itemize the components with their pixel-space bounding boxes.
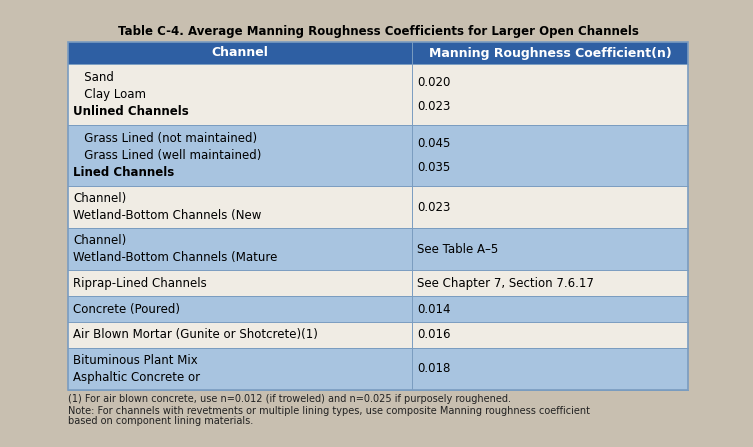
Text: 0.023: 0.023 (417, 100, 450, 113)
Bar (412, 348, 688, 390)
Text: (1) For air blown concrete, use n=0.012 (if troweled) and n=0.025 if purposely r: (1) For air blown concrete, use n=0.012 … (68, 395, 511, 405)
Text: Wetland-Bottom Channels (Mature: Wetland-Bottom Channels (Mature (73, 251, 277, 264)
Text: Unlined Channels: Unlined Channels (73, 105, 189, 118)
Bar (68, 64, 412, 125)
Text: Asphaltic Concrete or: Asphaltic Concrete or (73, 371, 200, 384)
Text: 0.035: 0.035 (417, 161, 450, 174)
Text: Lined Channels: Lined Channels (73, 166, 174, 179)
Bar (412, 228, 688, 270)
Text: Concrete (Poured): Concrete (Poured) (73, 303, 180, 316)
Text: 0.018: 0.018 (417, 363, 450, 375)
Text: Note: For channels with revetments or multiple lining types, use composite Manni: Note: For channels with revetments or mu… (68, 405, 590, 416)
Text: Wetland-Bottom Channels (New: Wetland-Bottom Channels (New (73, 209, 261, 222)
Bar (412, 125, 688, 186)
Bar (68, 228, 412, 270)
Text: Grass Lined (not maintained): Grass Lined (not maintained) (73, 131, 257, 144)
Bar (412, 186, 688, 228)
Bar (68, 296, 412, 322)
Bar (68, 125, 412, 186)
Bar (68, 348, 412, 390)
Text: Grass Lined (well maintained): Grass Lined (well maintained) (73, 149, 261, 162)
Text: Channel: Channel (212, 46, 269, 59)
Bar (68, 322, 412, 348)
Text: 0.016: 0.016 (417, 329, 450, 342)
Text: 0.014: 0.014 (417, 303, 450, 316)
Bar (412, 296, 688, 322)
Bar (412, 64, 688, 125)
Text: Sand: Sand (73, 71, 114, 84)
Text: Channel): Channel) (73, 234, 127, 247)
Text: Clay Loam: Clay Loam (73, 88, 146, 101)
Bar (68, 270, 412, 296)
Bar (412, 322, 688, 348)
Text: 0.045: 0.045 (417, 137, 450, 150)
Bar (68, 42, 688, 64)
Text: Air Blown Mortar (Gunite or Shotcrete)(1): Air Blown Mortar (Gunite or Shotcrete)(1… (73, 329, 318, 342)
Text: See Chapter 7, Section 7.6.17: See Chapter 7, Section 7.6.17 (417, 277, 594, 290)
Bar (412, 270, 688, 296)
Text: 0.020: 0.020 (417, 76, 450, 89)
Text: Manning Roughness Coefficient(n): Manning Roughness Coefficient(n) (428, 46, 672, 59)
Text: See Table A–5: See Table A–5 (417, 243, 498, 256)
Text: Riprap-Lined Channels: Riprap-Lined Channels (73, 277, 207, 290)
Text: based on component lining materials.: based on component lining materials. (68, 417, 253, 426)
Bar (68, 186, 412, 228)
Bar (68, 42, 688, 390)
Text: 0.023: 0.023 (417, 201, 450, 214)
Text: Table C-4. Average Manning Roughness Coefficients for Larger Open Channels: Table C-4. Average Manning Roughness Coe… (117, 25, 639, 38)
Text: Channel): Channel) (73, 192, 127, 205)
Text: Bituminous Plant Mix: Bituminous Plant Mix (73, 354, 198, 367)
